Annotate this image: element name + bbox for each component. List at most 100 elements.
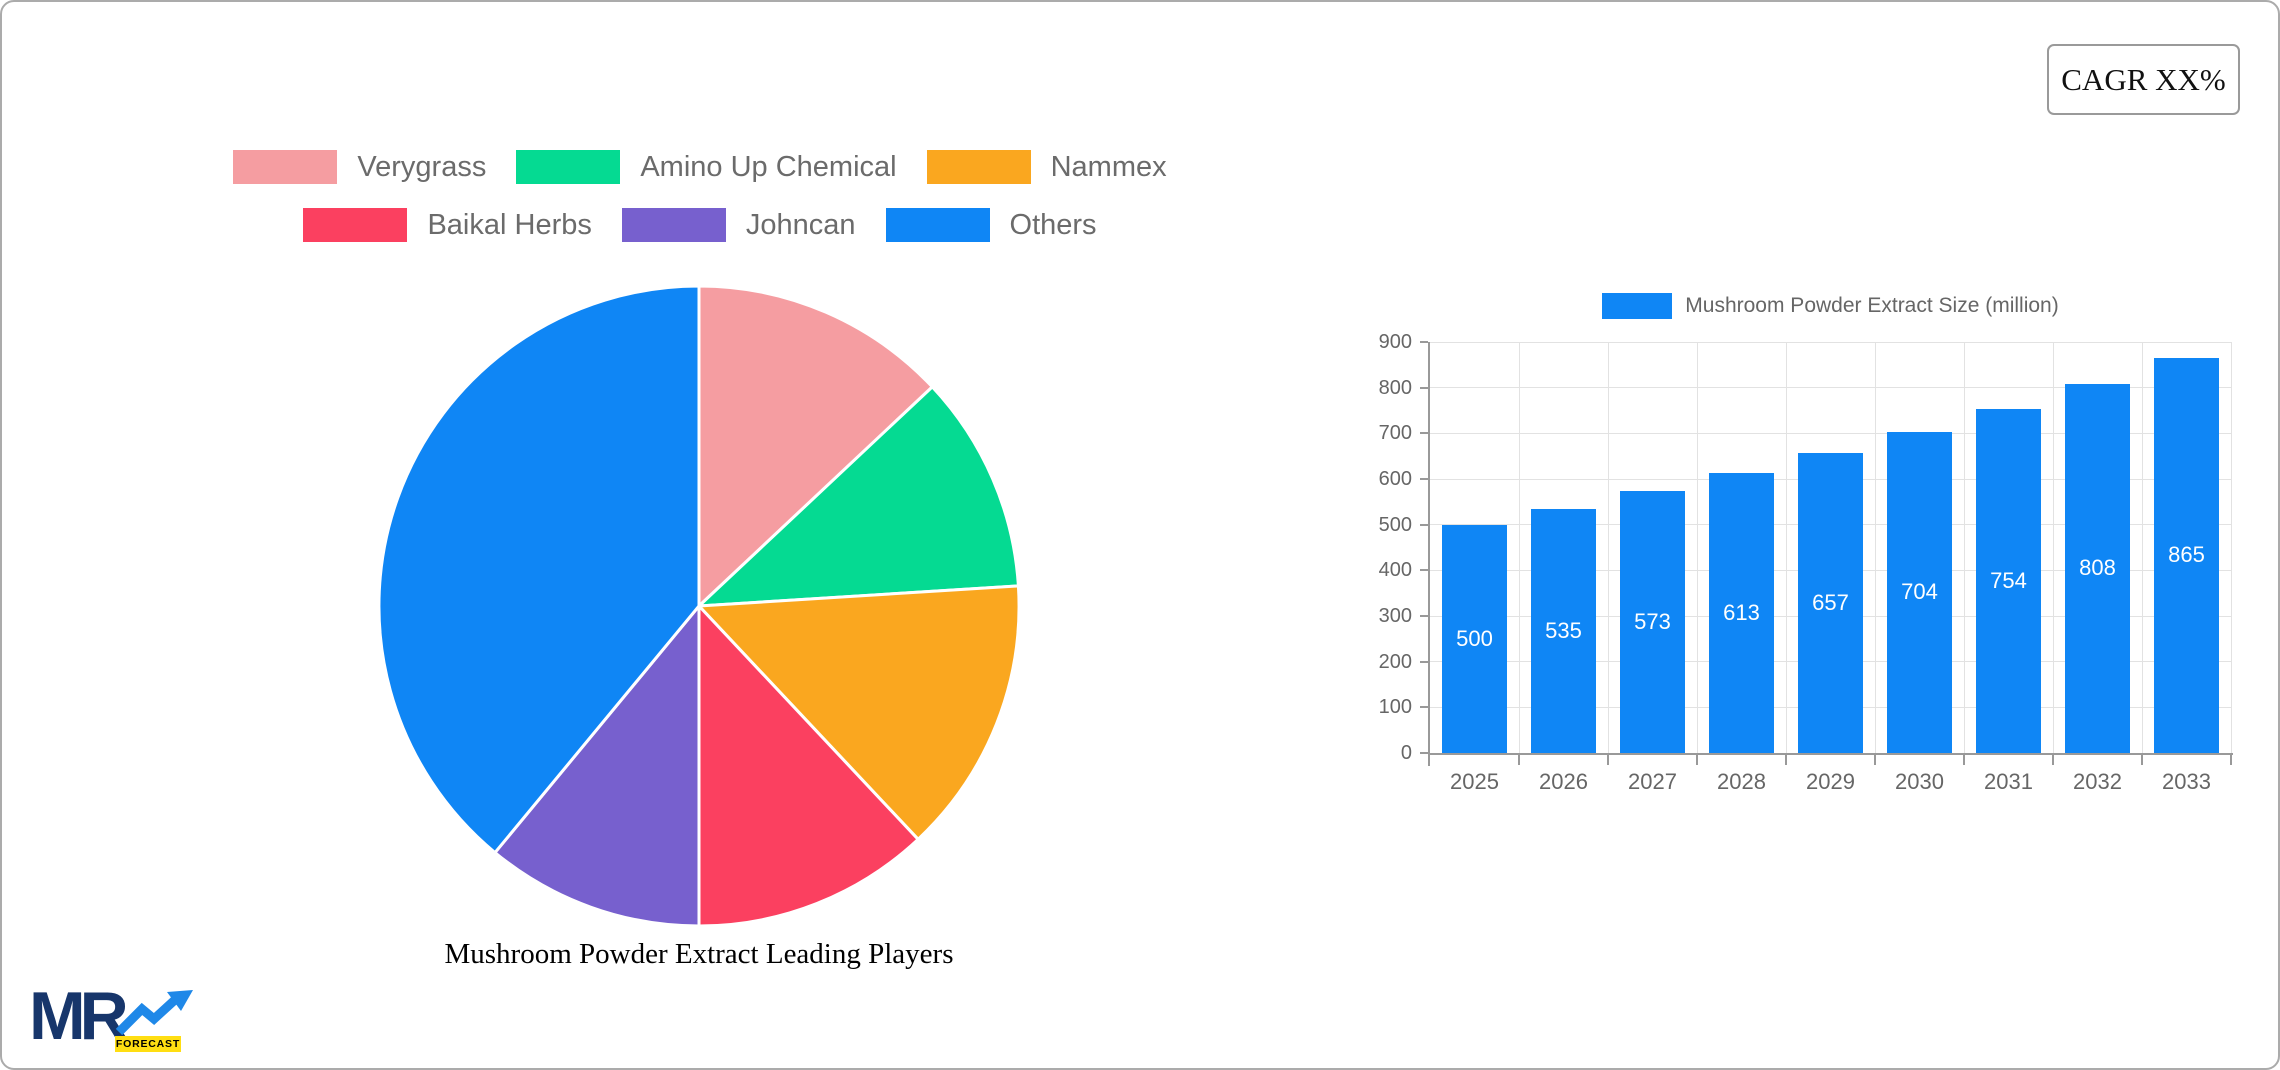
gridline-vertical [1607,342,1609,753]
gridline-vertical [2141,342,2143,753]
gridline-vertical [1963,342,1965,753]
bar-2025[interactable]: 500 [1442,524,1507,753]
bar-value-label: 500 [1456,625,1493,651]
gridline-vertical [2052,342,2054,753]
x-axis-tick [1696,755,1698,765]
pie-title: Mushroom Powder Extract Leading Players [444,938,954,970]
y-axis-tick-label: 700 [1378,422,1412,445]
y-axis-tick [1420,341,1428,343]
gridline-vertical [1874,342,1876,753]
gridline-horizontal [1430,387,2231,389]
y-axis-tick [1420,478,1428,480]
gridline-vertical [2230,342,2232,753]
pie-slice-verygrass[interactable] [697,284,934,608]
y-axis-tick-label: 500 [1378,513,1412,536]
x-axis-tick [2141,755,2143,765]
bar-2032[interactable]: 808 [2065,384,2130,753]
bar-2030[interactable]: 704 [1887,431,1952,753]
x-axis-tick [2230,755,2232,765]
cagr-label: CAGR XX% [2061,61,2226,97]
bar-2026[interactable]: 535 [1531,508,1596,753]
y-axis-tick [1420,569,1428,572]
bar-value-label: 704 [1901,579,1938,605]
y-axis-tick-label: 800 [1378,376,1412,399]
pie-slice-amino-up-chemical[interactable] [697,385,1020,608]
trend-arrow-icon [115,990,193,1036]
legend-item-amino-up-chemical[interactable]: Amino Up Chemical [516,150,897,184]
y-axis-tick-label: 0 [1400,742,1412,764]
legend-item-others[interactable]: Others [885,208,1097,242]
pie-slice-baikal-herbs[interactable] [697,604,920,928]
bar-value-label: 808 [2079,555,2116,581]
x-axis-category-label: 2029 [1806,769,1855,794]
y-axis-tick-label: 200 [1378,650,1412,673]
bar-2033[interactable]: 865 [2154,357,2219,753]
legend-swatch-nammex [926,150,1031,184]
legend-swatch-verygrass [233,150,338,184]
pie-slice-others[interactable] [377,284,701,855]
legend-swatch-others [885,208,990,242]
legend-label: Nammex [1050,150,1167,183]
bar-value-label: 657 [1812,589,1849,615]
x-axis-tick [1785,755,1787,765]
bar-value-label: 535 [1545,617,1582,643]
legend-swatch-amino-up-chemical [516,150,621,184]
x-axis-category-label: 2030 [1895,769,1944,794]
legend-swatch-johncan [621,208,726,242]
legend-swatch-baikal-herbs [303,208,408,242]
x-axis-tick [1607,755,1609,765]
y-axis-tick [1420,660,1428,663]
bar-chart-legend[interactable]: Mushroom Powder Extract Size (million) [1430,293,2231,319]
y-axis-tick-label: 100 [1378,696,1412,719]
bar-legend-swatch [1602,293,1673,319]
pie-slice-johncan[interactable] [493,604,701,928]
logo-forecast-text: FORECAST [115,1036,181,1052]
bar-value-label: 613 [1723,600,1760,626]
x-axis-category-label: 2026 [1539,769,1588,794]
x-axis-category-label: 2031 [1984,769,2033,794]
pie-slice-nammex[interactable] [697,584,1021,841]
y-axis-tick [1420,432,1428,435]
pie-legend: Verygrass Amino Up Chemical Nammex Baikal H… [182,150,1218,242]
legend-item-verygrass[interactable]: Verygrass [233,150,486,184]
x-axis-tick [1874,755,1876,765]
mrforecast-logo: MR FORECAST [29,982,199,1054]
legend-label: Others [1009,208,1097,241]
y-axis-tick [1420,615,1428,617]
pie-legend-row: Baikal Herbs Johncan Others [182,208,1218,242]
bar-2029[interactable]: 657 [1798,452,1863,753]
pie-chart [377,284,1021,928]
x-axis-category-label: 2027 [1628,769,1677,794]
legend-item-baikal-herbs[interactable]: Baikal Herbs [303,208,592,242]
y-axis-tick-label: 600 [1378,468,1412,490]
bar-chart-plot: 0 100 200 300 400 500 600 700 800 900 500 2025 535 20… [1379,331,2233,794]
gridline-vertical [1518,342,1520,753]
x-axis-tick [1963,755,1965,765]
bar-2027[interactable]: 573 [1620,491,1685,753]
legend-label: Verygrass [357,150,487,183]
legend-item-johncan[interactable]: Johncan [621,208,856,242]
x-axis-category-label: 2028 [1717,769,1766,794]
y-axis-tick [1420,752,1428,754]
bar-value-label: 754 [1990,567,2027,593]
x-axis-line [1428,753,2233,755]
logo-mr-text: MR [29,978,129,1054]
y-axis-tick [1420,523,1428,526]
y-axis-tick-label: 300 [1378,605,1412,627]
x-axis-category-label: 2025 [1450,769,1499,794]
bar-2028[interactable]: 613 [1709,473,1774,753]
y-axis-tick-label: 400 [1378,559,1412,582]
bar-legend-label: Mushroom Powder Extract Size (million) [1685,294,2059,317]
legend-item-nammex[interactable]: Nammex [926,150,1167,184]
pie-legend-row: Verygrass Amino Up Chemical Nammex [182,150,1218,184]
cagr-badge: CAGR XX% [2047,44,2240,115]
y-axis-tick [1420,706,1428,709]
x-axis-tick [1518,755,1520,765]
legend-label: Amino Up Chemical [640,150,897,183]
bar-value-label: 865 [2168,542,2205,568]
y-axis-tick-label: 900 [1378,331,1412,353]
gridline-vertical [1785,342,1787,753]
bar-2031[interactable]: 754 [1976,408,2041,753]
gridline-horizontal [1430,341,2231,343]
